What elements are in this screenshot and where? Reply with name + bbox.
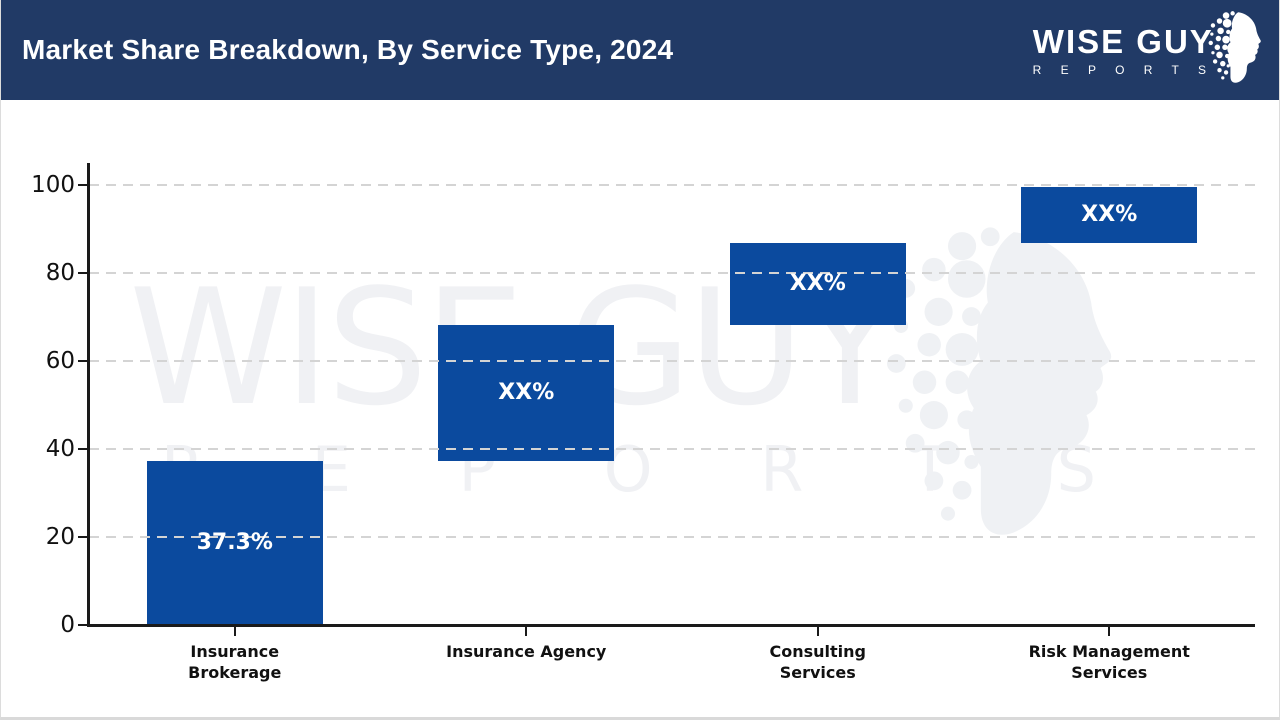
category-label-line: Insurance <box>190 642 280 661</box>
gridline-y20 <box>89 536 1255 538</box>
bar-value-label-insurance-brokerage: 37.3% <box>196 530 273 556</box>
category-label-insurance-brokerage: Insurance Brokerage <box>105 641 365 683</box>
watermark-head-icon <box>886 227 1112 535</box>
category-label-line: Brokerage <box>188 663 282 682</box>
category-label-line: Consulting <box>769 642 867 661</box>
ytick-label-100: 100 <box>31 172 75 198</box>
bar-insurance-agency <box>438 324 615 461</box>
ytick-mark-60 <box>78 360 87 362</box>
gridline-y100 <box>89 184 1255 186</box>
header-bar: Market Share Breakdown, By Service Type,… <box>1 0 1279 100</box>
y-axis-spine <box>87 163 90 627</box>
category-label-line: Services <box>1071 663 1148 682</box>
ytick-mark-80 <box>78 272 87 274</box>
category-label-line: Services <box>779 663 856 682</box>
bar-insurance-brokerage <box>146 460 323 625</box>
ytick-label-40: 40 <box>45 436 75 462</box>
chart-title: Market Share Breakdown, By Service Type,… <box>22 34 674 65</box>
brand-logo-text: WISE GUY R E P O R T S <box>1032 22 1214 77</box>
ytick-label-20: 20 <box>45 524 75 550</box>
brand-logo: WISE GUY R E P O R T S <box>1033 8 1270 92</box>
bar-value-label-insurance-agency: XX% <box>498 380 555 406</box>
category-label-line: Insurance Agency <box>446 642 607 661</box>
xtick-mark-insurance-agency <box>525 627 528 636</box>
bar-value-label-risk-management-services: XX% <box>1081 202 1138 228</box>
brand-head-icon <box>1208 11 1261 83</box>
ytick-mark-40 <box>78 448 87 450</box>
category-label-insurance-agency: Insurance Agency <box>396 641 656 662</box>
ytick-mark-0 <box>78 624 87 626</box>
x-axis-spine <box>87 624 1255 627</box>
ytick-label-80: 80 <box>45 260 75 286</box>
category-label-line: Risk Management <box>1028 642 1190 661</box>
ytick-mark-100 <box>78 184 87 186</box>
category-label-risk-management-services: Risk Management Services <box>979 641 1239 683</box>
bar-risk-management-services <box>1021 186 1198 243</box>
bar-consulting-services <box>729 242 906 325</box>
ytick-mark-20 <box>78 536 87 538</box>
xtick-mark-risk-management-services <box>1108 627 1111 636</box>
gridline-y40 <box>89 448 1255 450</box>
brand-tagline: R E P O R T S <box>1032 62 1214 77</box>
xtick-mark-insurance-brokerage <box>233 627 236 636</box>
ytick-label-0: 0 <box>60 612 75 638</box>
gridline-y80 <box>89 272 1255 274</box>
category-label-consulting-services: Consulting Services <box>688 641 948 683</box>
xtick-mark-consulting-services <box>816 627 819 636</box>
ytick-label-60: 60 <box>45 348 75 374</box>
gridline-y60 <box>89 360 1255 362</box>
bar-value-label-consulting-services: XX% <box>789 271 846 297</box>
brand-name: WISE GUY <box>1032 22 1214 60</box>
